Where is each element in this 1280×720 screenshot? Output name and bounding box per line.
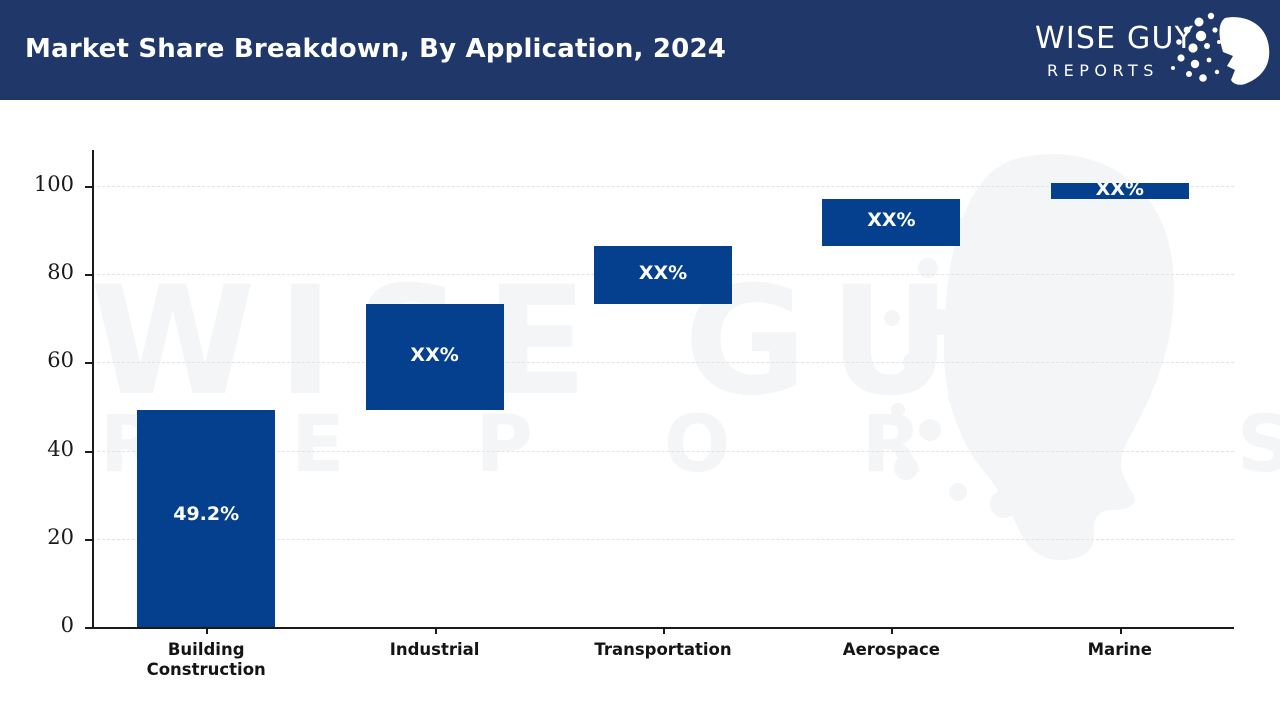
y-tick-label: 60 [47, 348, 74, 373]
x-tick-mark [891, 627, 894, 634]
bar-value-label: XX% [867, 209, 916, 232]
x-tick-mark [206, 627, 209, 634]
y-tick-mark [85, 538, 92, 541]
x-tick-label-line: Marine [1087, 640, 1152, 659]
x-tick-label-marine: Marine [1006, 640, 1234, 660]
x-tick-mark [1119, 627, 1122, 634]
y-tick-mark [85, 627, 92, 629]
bar-value-label: XX% [1095, 178, 1144, 201]
bar-building-construction[interactable] [137, 410, 276, 627]
x-tick-mark [434, 627, 437, 634]
y-tick-label: 40 [47, 436, 74, 461]
y-tick-mark [85, 362, 92, 365]
x-tick-label-transportation: Transportation [549, 640, 777, 660]
y-tick-label: 0 [60, 613, 74, 637]
x-tick-label-industrial: Industrial [320, 640, 548, 660]
y-tick-mark [85, 274, 92, 277]
x-tick-label-aerospace: Aerospace [777, 640, 1005, 660]
x-tick-mark [663, 627, 665, 634]
gridline [92, 538, 1234, 540]
y-tick-label: 80 [47, 260, 74, 285]
x-tick-label-line: Building [167, 640, 245, 659]
bar-value-label: XX% [410, 343, 459, 366]
x-tick-label-line: Construction [146, 660, 266, 679]
gridline [92, 362, 1234, 364]
x-tick-label-line: Transportation [594, 640, 732, 659]
page-title: Market Share Breakdown, By Application, … [25, 34, 727, 64]
x-tick-label-building-construction: Building Construction [92, 640, 320, 680]
gridline [92, 450, 1234, 452]
gridline [92, 186, 1234, 187]
svg-text:REPORTS: REPORTS [1047, 61, 1159, 80]
bar-marine[interactable] [1050, 183, 1189, 200]
chart-canvas: WISE GUY R E P O R T S 0 20 40 60 80 100 49.2… [0, 100, 1280, 720]
bar-industrial[interactable] [365, 303, 504, 410]
bar-transportation[interactable] [594, 245, 732, 304]
svg-text:WISE GUY: WISE GUY [1035, 21, 1194, 56]
bar-value-label: 49.2% [173, 503, 240, 526]
y-tick-mark [85, 450, 92, 453]
y-tick-label: 100 [33, 172, 74, 196]
bar-value-label: XX% [638, 261, 688, 284]
wise-guy-reports-logo: WISE GUY REPORTS [1035, 12, 1270, 85]
y-tick-label: 20 [47, 524, 74, 549]
page-header: Market Share Breakdown, By Application, … [0, 0, 1280, 100]
bar-aerospace[interactable] [822, 199, 961, 246]
y-axis-line [92, 150, 94, 627]
x-tick-label-line: Aerospace [842, 640, 940, 659]
x-tick-label-line: Industrial [389, 640, 480, 659]
y-tick-mark [85, 186, 92, 188]
watermark-line2: R E P O R T S [100, 400, 1280, 490]
